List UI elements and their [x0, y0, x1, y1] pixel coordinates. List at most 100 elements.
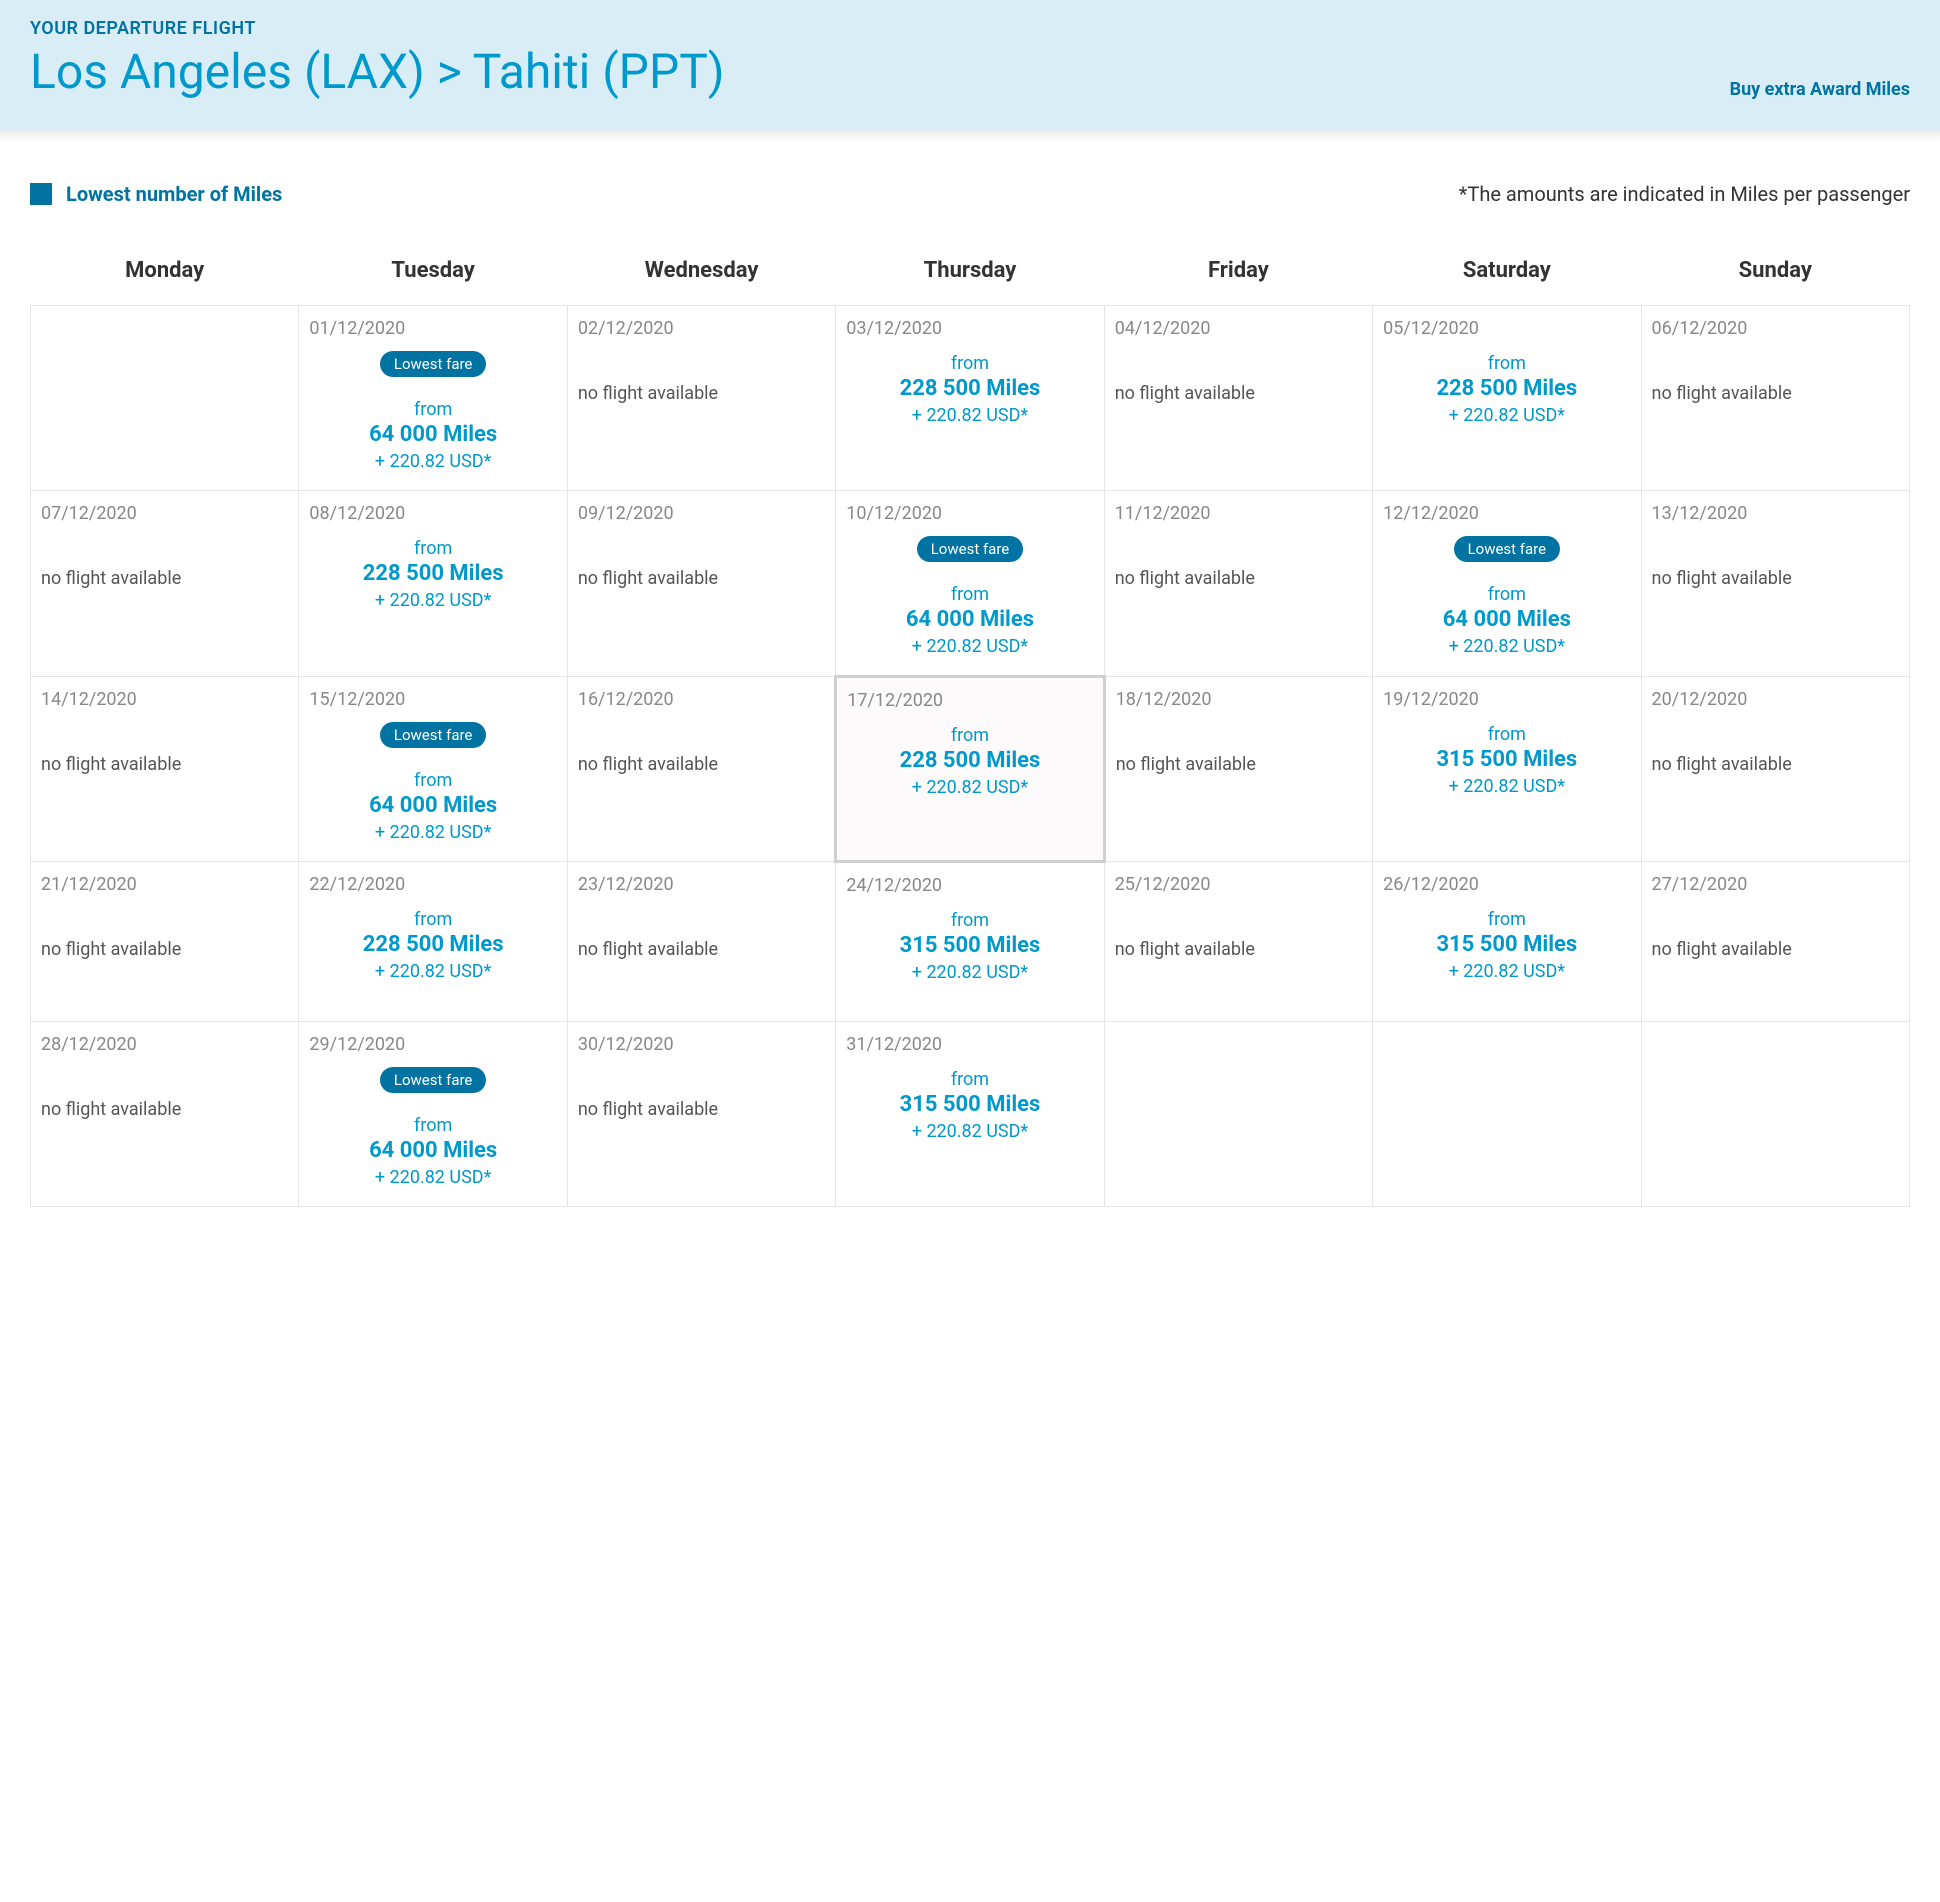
from-label: from — [309, 770, 556, 791]
fare-body: from228 500 Miles+ 220.82 USD* — [309, 538, 556, 611]
calendar-cell: 04/12/2020no flight available — [1104, 306, 1372, 491]
surcharge-amount: + 220.82 USD* — [846, 962, 1093, 983]
calendar-cell: 16/12/2020no flight available — [567, 677, 835, 862]
cell-date: 30/12/2020 — [578, 1034, 825, 1055]
header-title: Los Angeles (LAX) > Tahiti (PPT) — [30, 43, 1910, 100]
surcharge-amount: + 220.82 USD* — [846, 636, 1093, 657]
from-label: from — [846, 353, 1093, 374]
no-flight-label: no flight available — [1652, 754, 1899, 775]
cell-date: 28/12/2020 — [41, 1034, 288, 1055]
cell-date: 08/12/2020 — [309, 503, 556, 524]
miles-amount: 228 500 Miles — [309, 932, 556, 957]
cell-date: 20/12/2020 — [1652, 689, 1899, 710]
surcharge-amount: + 220.82 USD* — [309, 451, 556, 472]
legend-row: Lowest number of Miles *The amounts are … — [0, 142, 1940, 236]
calendar-cell[interactable]: 29/12/2020Lowest farefrom64 000 Miles+ 2… — [299, 1022, 567, 1207]
calendar-cell[interactable]: 22/12/2020from228 500 Miles+ 220.82 USD* — [299, 862, 567, 1022]
surcharge-amount: + 220.82 USD* — [846, 1121, 1093, 1142]
header-shadow — [0, 130, 1940, 142]
fare-body: from315 500 Miles+ 220.82 USD* — [1383, 909, 1630, 982]
no-flight-label: no flight available — [1115, 568, 1362, 589]
cell-date: 12/12/2020 — [1383, 503, 1630, 524]
fare-body: from228 500 Miles+ 220.82 USD* — [847, 725, 1092, 798]
day-header: Thursday — [836, 236, 1104, 306]
no-flight-label: no flight available — [1115, 383, 1362, 404]
miles-amount: 315 500 Miles — [846, 933, 1093, 958]
calendar-cell: 23/12/2020 no flight available — [567, 862, 835, 1022]
miles-amount: 228 500 Miles — [309, 561, 556, 586]
calendar-cell[interactable]: 15/12/2020Lowest farefrom64 000 Miles+ 2… — [299, 677, 567, 862]
from-label: from — [1383, 353, 1630, 374]
flight-header: YOUR DEPARTURE FLIGHT Los Angeles (LAX) … — [0, 0, 1940, 130]
calendar-cell — [1373, 1022, 1641, 1207]
calendar-cell: 06/12/2020no flight available — [1641, 306, 1909, 491]
calendar-cell: 30/12/2020no flight available — [567, 1022, 835, 1207]
no-flight-label: no flight available — [578, 939, 825, 960]
fare-body: from64 000 Miles+ 220.82 USD* — [309, 770, 556, 843]
cell-date: 18/12/2020 — [1116, 689, 1362, 710]
calendar-cell[interactable]: 08/12/2020 from228 500 Miles+ 220.82 USD* — [299, 491, 567, 677]
fare-body: from64 000 Miles+ 220.82 USD* — [309, 399, 556, 472]
cell-date: 24/12/2020 — [846, 875, 1093, 896]
cell-date: 14/12/2020 — [41, 689, 288, 710]
cell-date: 09/12/2020 — [578, 503, 825, 524]
legend-label: Lowest number of Miles — [66, 182, 282, 206]
no-flight-label: no flight available — [41, 939, 288, 960]
calendar-cell[interactable]: 03/12/2020from228 500 Miles+ 220.82 USD* — [836, 306, 1104, 491]
fare-body: from64 000 Miles + 220.82 USD* — [846, 584, 1093, 657]
cell-date: 23/12/2020 — [578, 874, 825, 895]
lowest-fare-badge: Lowest fare — [380, 722, 487, 748]
lowest-fare-badge: Lowest fare — [1454, 536, 1561, 562]
calendar-week-row: 28/12/2020no flight available29/12/2020L… — [31, 1022, 1910, 1207]
calendar-cell[interactable]: 17/12/2020from228 500 Miles+ 220.82 USD* — [836, 677, 1104, 862]
no-flight-label: no flight available — [41, 754, 288, 775]
fare-body: from64 000 Miles+ 220.82 USD* — [309, 1115, 556, 1188]
legend-note: *The amounts are indicated in Miles per … — [1459, 182, 1910, 206]
from-label: from — [309, 1115, 556, 1136]
cell-date: 05/12/2020 — [1383, 318, 1630, 339]
buy-miles-link[interactable]: Buy extra Award Miles — [1730, 79, 1910, 100]
surcharge-amount: + 220.82 USD* — [309, 1167, 556, 1188]
no-flight-label: no flight available — [41, 568, 288, 589]
calendar-cell[interactable]: 01/12/2020Lowest farefrom64 000 Miles+ 2… — [299, 306, 567, 491]
cell-date: 29/12/2020 — [309, 1034, 556, 1055]
day-header: Friday — [1104, 236, 1372, 306]
fare-body: from228 500 Miles+ 220.82 USD* — [846, 353, 1093, 426]
no-flight-label: no flight available — [578, 754, 824, 775]
from-label: from — [1383, 909, 1630, 930]
surcharge-amount: + 220.82 USD* — [1383, 636, 1630, 657]
calendar-cell[interactable]: 24/12/2020from315 500 Miles+ 220.82 USD* — [836, 862, 1104, 1022]
fare-body: from315 500 Miles+ 220.82 USD* — [846, 910, 1093, 983]
no-flight-label: no flight available — [1115, 939, 1362, 960]
surcharge-amount: + 220.82 USD* — [1383, 776, 1630, 797]
cell-date: 06/12/2020 — [1652, 318, 1899, 339]
surcharge-amount: + 220.82 USD* — [1383, 405, 1630, 426]
calendar-cell[interactable]: 05/12/2020from228 500 Miles+ 220.82 USD* — [1373, 306, 1641, 491]
calendar-cell[interactable]: 12/12/2020 Lowest fare from64 000 Miles+ 2… — [1373, 491, 1641, 677]
miles-amount: 64 000 Miles — [846, 607, 1093, 632]
from-label: from — [846, 584, 1093, 605]
day-header: Tuesday — [299, 236, 567, 306]
calendar-cell[interactable]: 26/12/2020from315 500 Miles+ 220.82 USD* — [1373, 862, 1641, 1022]
calendar-cell[interactable]: 31/12/2020 from315 500 Miles + 220.82 USD* — [836, 1022, 1104, 1207]
surcharge-amount: + 220.82 USD* — [847, 777, 1092, 798]
miles-amount: 315 500 Miles — [846, 1092, 1093, 1117]
calendar-cell[interactable]: 19/12/2020from315 500 Miles+ 220.82 USD* — [1373, 677, 1641, 862]
calendar-cell: 25/12/2020no flight available — [1104, 862, 1372, 1022]
calendar-cell — [1641, 1022, 1909, 1207]
calendar-week-row: 14/12/2020no flight available15/12/2020L… — [31, 677, 1910, 862]
cell-date: 31/12/2020 — [846, 1034, 1093, 1055]
from-label: from — [309, 399, 556, 420]
calendar-cell: 27/12/2020no flight available — [1641, 862, 1909, 1022]
day-header: Saturday — [1373, 236, 1641, 306]
calendar-wrap: MondayTuesdayWednesdayThursdayFridaySatu… — [0, 236, 1940, 1237]
header-subtitle: YOUR DEPARTURE FLIGHT — [30, 18, 1910, 39]
fare-body: from315 500 Miles+ 220.82 USD* — [1383, 724, 1630, 797]
from-label: from — [846, 1069, 1093, 1090]
surcharge-amount: + 220.82 USD* — [1383, 961, 1630, 982]
fare-body: from64 000 Miles+ 220.82 USD* — [1383, 584, 1630, 657]
day-header: Monday — [31, 236, 299, 306]
legend-left: Lowest number of Miles — [30, 182, 282, 206]
calendar-cell[interactable]: 10/12/2020Lowest farefrom64 000 Miles+ 2… — [836, 491, 1104, 677]
fare-calendar: MondayTuesdayWednesdayThursdayFridaySatu… — [30, 236, 1910, 1207]
